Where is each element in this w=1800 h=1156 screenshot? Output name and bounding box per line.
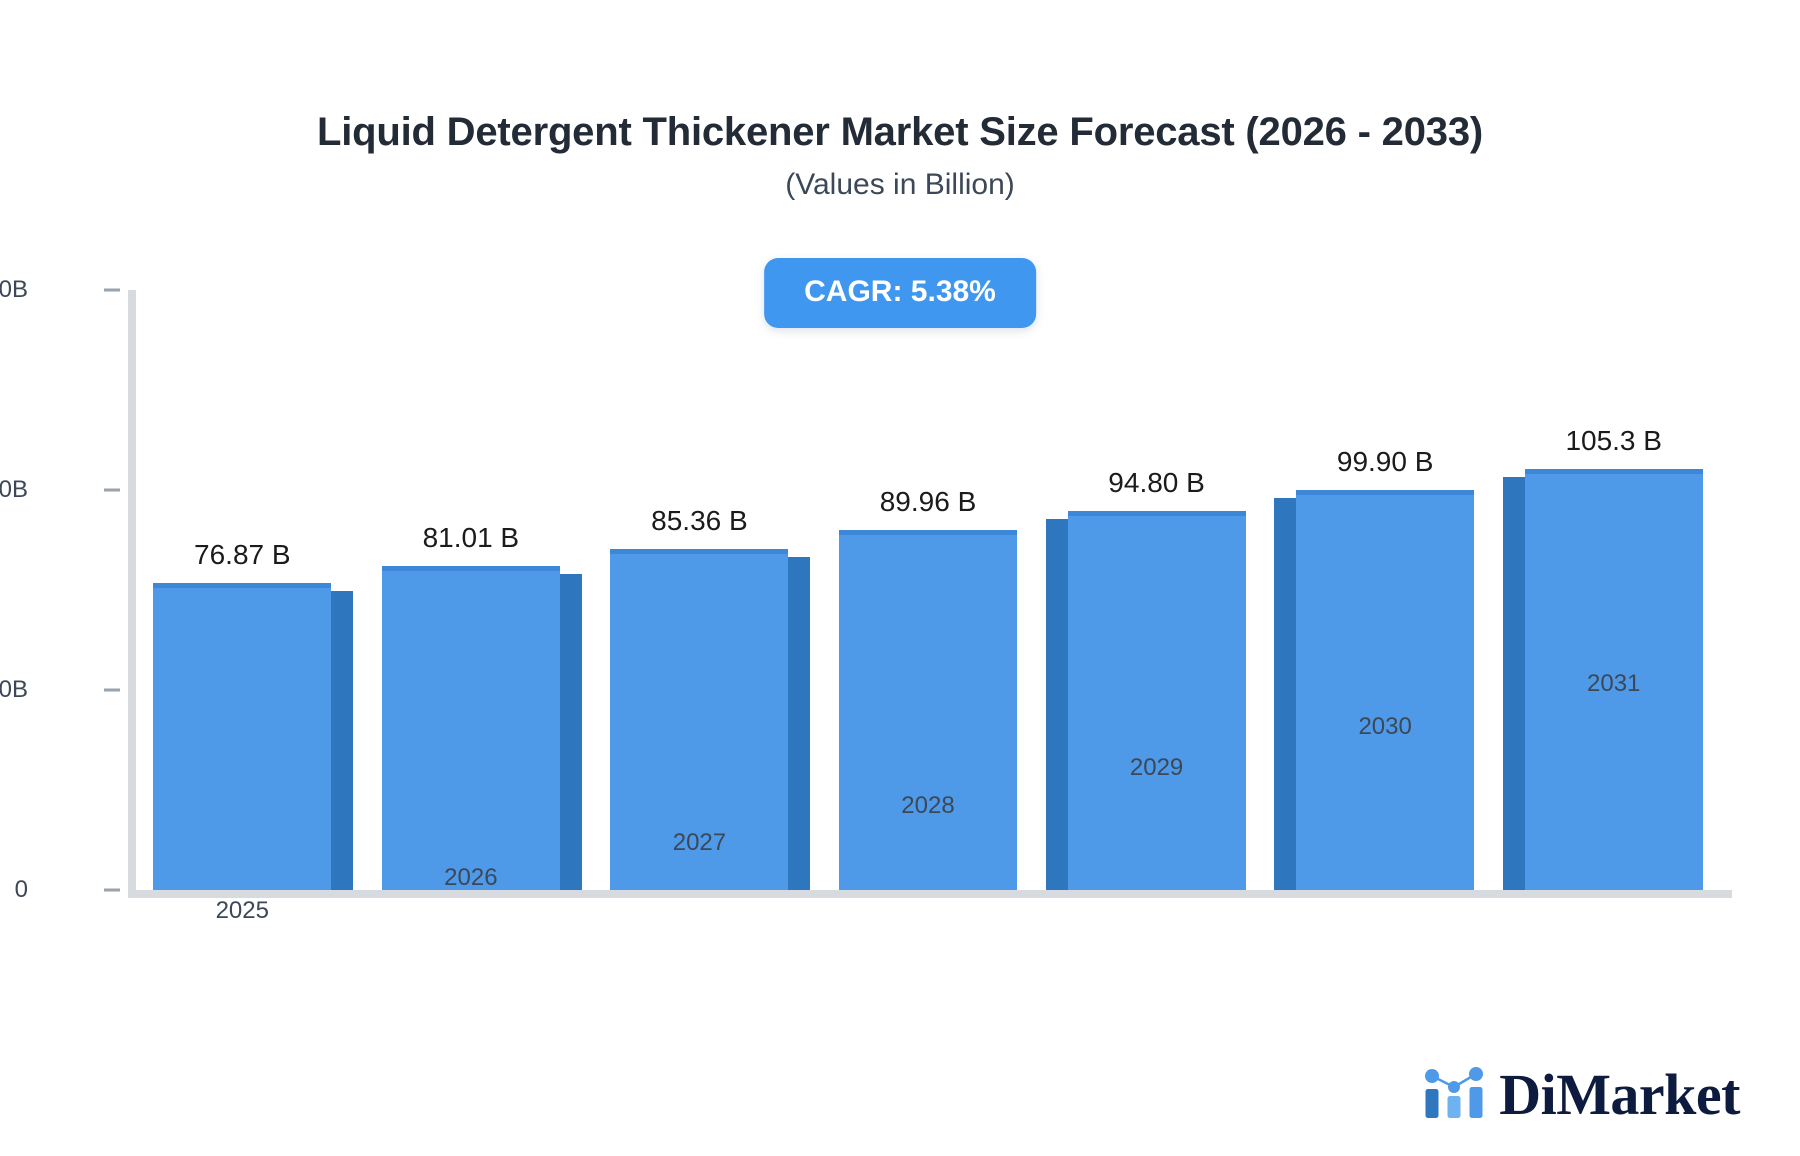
x-axis-label-2029: 2029 — [1129, 753, 1184, 781]
bar-side-face — [1045, 518, 1068, 890]
bar-top-face — [1524, 468, 1703, 474]
bar-side-face — [331, 590, 354, 890]
bar-value-label: 89.96 B — [879, 486, 977, 518]
plot-area: 0 50.0B 100.0B 150.0B 76.87 B 2025 81.01 B 202… — [0, 276, 1732, 924]
bar-value-label: 81.01 B — [422, 521, 520, 553]
bar-value-label: 99.90 B — [1336, 446, 1434, 478]
dimarket-logo: DiMarket — [1423, 1063, 1740, 1126]
bar-side-face — [1274, 498, 1297, 890]
bar-chart-logo-icon — [1423, 1063, 1485, 1126]
bar-front-face — [381, 565, 560, 890]
y-axis-tick-mark — [104, 488, 120, 492]
y-axis-tick-mark — [104, 688, 120, 692]
bar-top-face — [153, 582, 332, 588]
bar-2028[interactable]: 89.96 B 2028 — [839, 486, 1017, 890]
bar-top-face — [839, 530, 1017, 536]
y-axis-tick-label: 150.0B — [0, 276, 28, 303]
bar-front-face — [1067, 510, 1246, 890]
bar-front-face — [839, 530, 1017, 890]
bar-top-face — [610, 548, 789, 554]
logo-text: DiMarket — [1499, 1061, 1740, 1127]
x-axis-label-2028: 2028 — [901, 792, 955, 820]
bar-value-label: 105.3 B — [1565, 424, 1662, 456]
bar-side-face — [559, 573, 582, 890]
y-axis-tick-label: 100.0B — [0, 476, 28, 503]
bar-2026[interactable]: 81.01 B 2026 — [381, 522, 582, 891]
bar-top-face — [381, 565, 560, 571]
x-axis-label-2026: 2026 — [444, 863, 498, 891]
y-axis-tick-label: 0 — [14, 876, 28, 903]
bar-2030[interactable]: 99.90 B 2030 — [1274, 446, 1475, 890]
chart-subtitle: (Values in Billion) — [785, 168, 1015, 201]
bar-side-face — [788, 556, 811, 890]
bar-front-face — [1524, 468, 1703, 890]
bar-value-label: 85.36 B — [651, 504, 748, 536]
x-axis-line — [128, 890, 1732, 898]
bar-top-face — [1067, 510, 1246, 516]
bar-front-face — [610, 548, 789, 890]
bar-value-label: 94.80 B — [1108, 466, 1205, 498]
bar-front-face — [1296, 490, 1475, 890]
bar-top-face — [1296, 490, 1475, 496]
bar-side-face — [1502, 476, 1525, 890]
bar-2029[interactable]: 94.80 B 2029 — [1045, 467, 1246, 890]
y-axis-tick-mark — [104, 288, 120, 292]
cagr-badge: CAGR: 5.38% — [764, 258, 1036, 328]
bar-2027[interactable]: 85.36 B 2027 — [610, 505, 811, 890]
x-axis-label-2031: 2031 — [1587, 669, 1641, 697]
x-axis-label-2025: 2025 — [215, 897, 269, 925]
bar-2025[interactable]: 76.87 B 2025 — [153, 539, 354, 924]
page-title: Liquid Detergent Thickener Market Size F… — [317, 110, 1483, 154]
y-axis-tick-mark — [104, 888, 120, 892]
bar-value-label: 76.87 B — [194, 538, 291, 570]
bar-front-face — [153, 582, 332, 890]
bar-2031[interactable]: 105.3 B 2031 — [1502, 425, 1703, 890]
x-axis-label-2030: 2030 — [1358, 712, 1412, 740]
y-axis-tick-label: 50.0B — [0, 676, 28, 703]
y-axis-line — [128, 290, 136, 890]
x-axis-label-2027: 2027 — [672, 829, 727, 857]
